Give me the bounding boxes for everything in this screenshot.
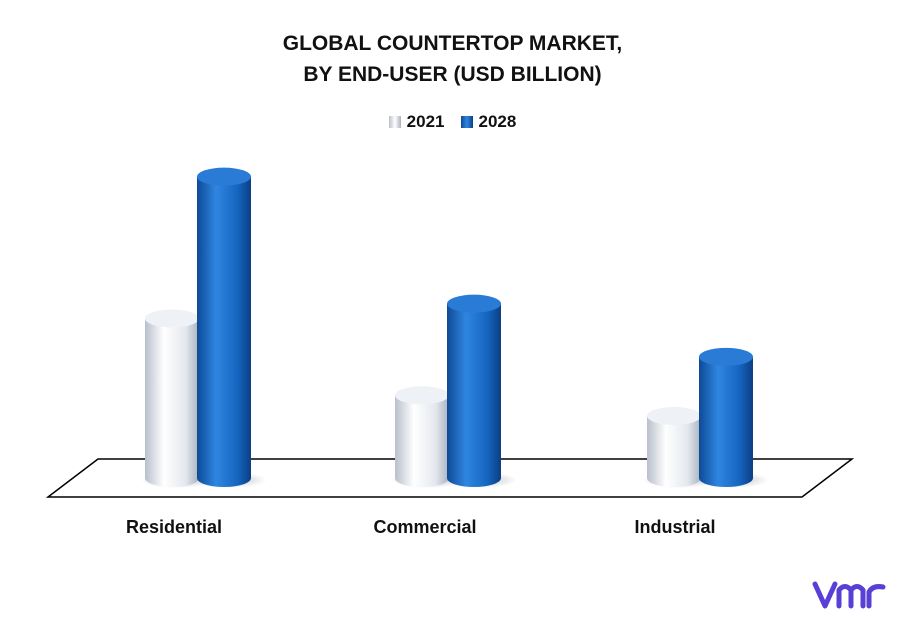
legend-label-2021: 2021	[406, 112, 445, 131]
bar-industrial-2021	[643, 406, 717, 488]
legend-swatch-2021-icon	[388, 116, 401, 128]
bar-cap	[197, 167, 251, 186]
category-label-residential: Residential	[126, 517, 222, 537]
bar-cap	[395, 386, 449, 405]
bar-body	[447, 303, 501, 487]
category-label-commercial: Commercial	[373, 517, 476, 537]
bar-body	[395, 395, 449, 487]
bar-body	[647, 415, 701, 487]
chart-title-line-1: GLOBAL COUNTERTOP MARKET,	[282, 32, 623, 55]
legend-item-2028: 2028	[460, 112, 517, 132]
chart-title-line-2: BY END-USER (USD BILLION)	[303, 63, 602, 86]
bar-cap	[447, 294, 501, 313]
bar-commercial-2028	[443, 294, 517, 488]
bar-body	[145, 318, 199, 487]
legend-item-2021: 2021	[388, 112, 445, 132]
bar-residential-2028	[193, 167, 267, 488]
chart-title: GLOBAL COUNTERTOP MARKET, BY END-USER (U…	[0, 28, 905, 90]
category-label-industrial: Industrial	[634, 517, 715, 537]
bar-commercial-2021	[391, 386, 465, 488]
bar-body	[197, 176, 251, 488]
bar-body	[699, 356, 753, 487]
bar-residential-2021	[141, 309, 215, 488]
bar-cap	[699, 347, 753, 366]
vmr-logo-icon	[812, 581, 886, 609]
legend-swatch-2028-icon	[460, 116, 473, 128]
bar-cap	[145, 309, 199, 328]
bars-group	[141, 167, 769, 488]
category-labels: Residential Commercial Industrial	[126, 517, 716, 537]
bar-industrial-2028	[695, 347, 769, 488]
bar-cap	[647, 406, 701, 425]
legend-label-2028: 2028	[478, 112, 517, 131]
chart-legend: 2021 2028	[0, 112, 905, 132]
